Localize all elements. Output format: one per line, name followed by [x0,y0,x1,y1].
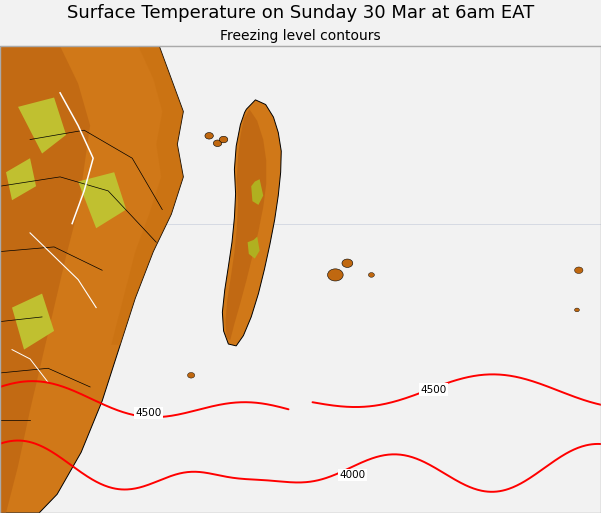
Polygon shape [251,179,263,205]
Polygon shape [225,109,266,340]
Polygon shape [0,46,90,513]
Text: 4500: 4500 [135,408,162,418]
Polygon shape [18,97,66,153]
Circle shape [205,132,213,139]
Text: 4000: 4000 [340,470,365,480]
Circle shape [328,269,343,281]
Text: Freezing level contours: Freezing level contours [220,29,381,43]
Polygon shape [102,46,183,345]
Text: 4500: 4500 [421,385,447,394]
Circle shape [368,272,374,277]
Circle shape [342,259,353,267]
Circle shape [188,372,195,378]
Polygon shape [6,158,36,200]
Polygon shape [0,46,183,513]
Polygon shape [78,172,126,228]
Circle shape [213,140,222,147]
Polygon shape [222,100,281,346]
Polygon shape [12,293,54,350]
Polygon shape [248,236,260,259]
Circle shape [219,136,228,143]
Text: Surface Temperature on Sunday 30 Mar at 6am EAT: Surface Temperature on Sunday 30 Mar at … [67,4,534,22]
Circle shape [575,308,579,312]
Circle shape [575,267,583,273]
